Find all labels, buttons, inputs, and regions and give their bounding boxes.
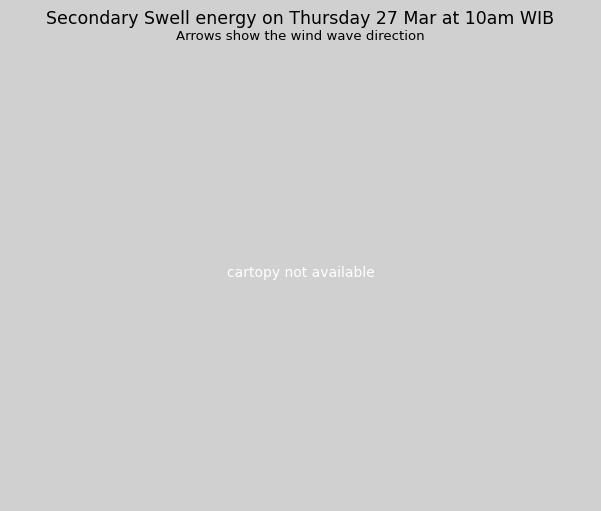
Text: Secondary Swell energy on Thursday 27 Mar at 10am WIB: Secondary Swell energy on Thursday 27 Ma…	[46, 11, 555, 29]
Text: cartopy not available: cartopy not available	[227, 266, 374, 280]
Text: Arrows show the wind wave direction: Arrows show the wind wave direction	[176, 30, 425, 43]
